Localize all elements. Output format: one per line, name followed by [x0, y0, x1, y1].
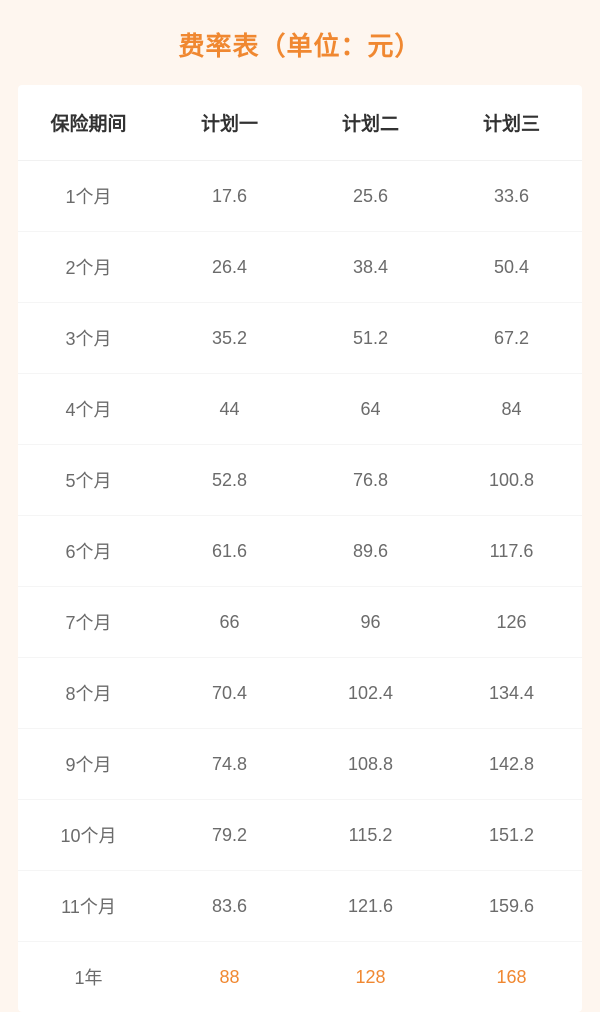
table-cell: 4个月	[18, 374, 159, 445]
table-cell: 168	[441, 942, 582, 1012]
table-body: 1个月17.625.633.62个月26.438.450.43个月35.251.…	[18, 161, 582, 1012]
table-cell: 26.4	[159, 232, 300, 303]
table-row: 10个月79.2115.2151.2	[18, 800, 582, 871]
table-row: 1个月17.625.633.6	[18, 161, 582, 232]
table-cell: 7个月	[18, 587, 159, 658]
column-header-plan3: 计划三	[441, 85, 582, 161]
table-cell: 11个月	[18, 871, 159, 942]
table-cell: 35.2	[159, 303, 300, 374]
table-cell: 159.6	[441, 871, 582, 942]
table-cell: 67.2	[441, 303, 582, 374]
table-cell: 102.4	[300, 658, 441, 729]
table-cell: 151.2	[441, 800, 582, 871]
table-cell: 38.4	[300, 232, 441, 303]
table-cell: 33.6	[441, 161, 582, 232]
table-cell: 52.8	[159, 445, 300, 516]
table-cell: 83.6	[159, 871, 300, 942]
table-cell: 100.8	[441, 445, 582, 516]
table-cell: 66	[159, 587, 300, 658]
table-cell: 6个月	[18, 516, 159, 587]
rate-table: 保险期间 计划一 计划二 计划三 1个月17.625.633.62个月26.43…	[18, 85, 582, 1012]
page-title: 费率表（单位：元）	[0, 0, 600, 85]
table-cell: 10个月	[18, 800, 159, 871]
column-header-period: 保险期间	[18, 85, 159, 161]
table-cell: 142.8	[441, 729, 582, 800]
table-cell: 5个月	[18, 445, 159, 516]
table-cell: 64	[300, 374, 441, 445]
table-row: 4个月446484	[18, 374, 582, 445]
table-cell: 126	[441, 587, 582, 658]
table-cell: 17.6	[159, 161, 300, 232]
table-row: 11个月83.6121.6159.6	[18, 871, 582, 942]
table-cell: 128	[300, 942, 441, 1012]
table-cell: 121.6	[300, 871, 441, 942]
table-cell: 61.6	[159, 516, 300, 587]
table-row: 7个月6696126	[18, 587, 582, 658]
table-cell: 9个月	[18, 729, 159, 800]
table-cell: 1年	[18, 942, 159, 1012]
table-cell: 70.4	[159, 658, 300, 729]
table-cell: 3个月	[18, 303, 159, 374]
table-cell: 134.4	[441, 658, 582, 729]
table-cell: 76.8	[300, 445, 441, 516]
table-cell: 117.6	[441, 516, 582, 587]
table-cell: 50.4	[441, 232, 582, 303]
table-cell: 108.8	[300, 729, 441, 800]
table-cell: 74.8	[159, 729, 300, 800]
table-cell: 25.6	[300, 161, 441, 232]
table-header-row: 保险期间 计划一 计划二 计划三	[18, 85, 582, 161]
table-cell: 8个月	[18, 658, 159, 729]
table-cell: 51.2	[300, 303, 441, 374]
rate-table-container: 保险期间 计划一 计划二 计划三 1个月17.625.633.62个月26.43…	[18, 85, 582, 1012]
table-cell: 2个月	[18, 232, 159, 303]
table-row: 9个月74.8108.8142.8	[18, 729, 582, 800]
table-row: 8个月70.4102.4134.4	[18, 658, 582, 729]
table-cell: 44	[159, 374, 300, 445]
table-cell: 96	[300, 587, 441, 658]
column-header-plan1: 计划一	[159, 85, 300, 161]
table-row: 5个月52.876.8100.8	[18, 445, 582, 516]
table-row: 6个月61.689.6117.6	[18, 516, 582, 587]
table-cell: 89.6	[300, 516, 441, 587]
table-cell: 88	[159, 942, 300, 1012]
table-row: 1年88128168	[18, 942, 582, 1012]
table-cell: 1个月	[18, 161, 159, 232]
table-cell: 79.2	[159, 800, 300, 871]
table-cell: 115.2	[300, 800, 441, 871]
table-row: 3个月35.251.267.2	[18, 303, 582, 374]
table-row: 2个月26.438.450.4	[18, 232, 582, 303]
column-header-plan2: 计划二	[300, 85, 441, 161]
table-cell: 84	[441, 374, 582, 445]
